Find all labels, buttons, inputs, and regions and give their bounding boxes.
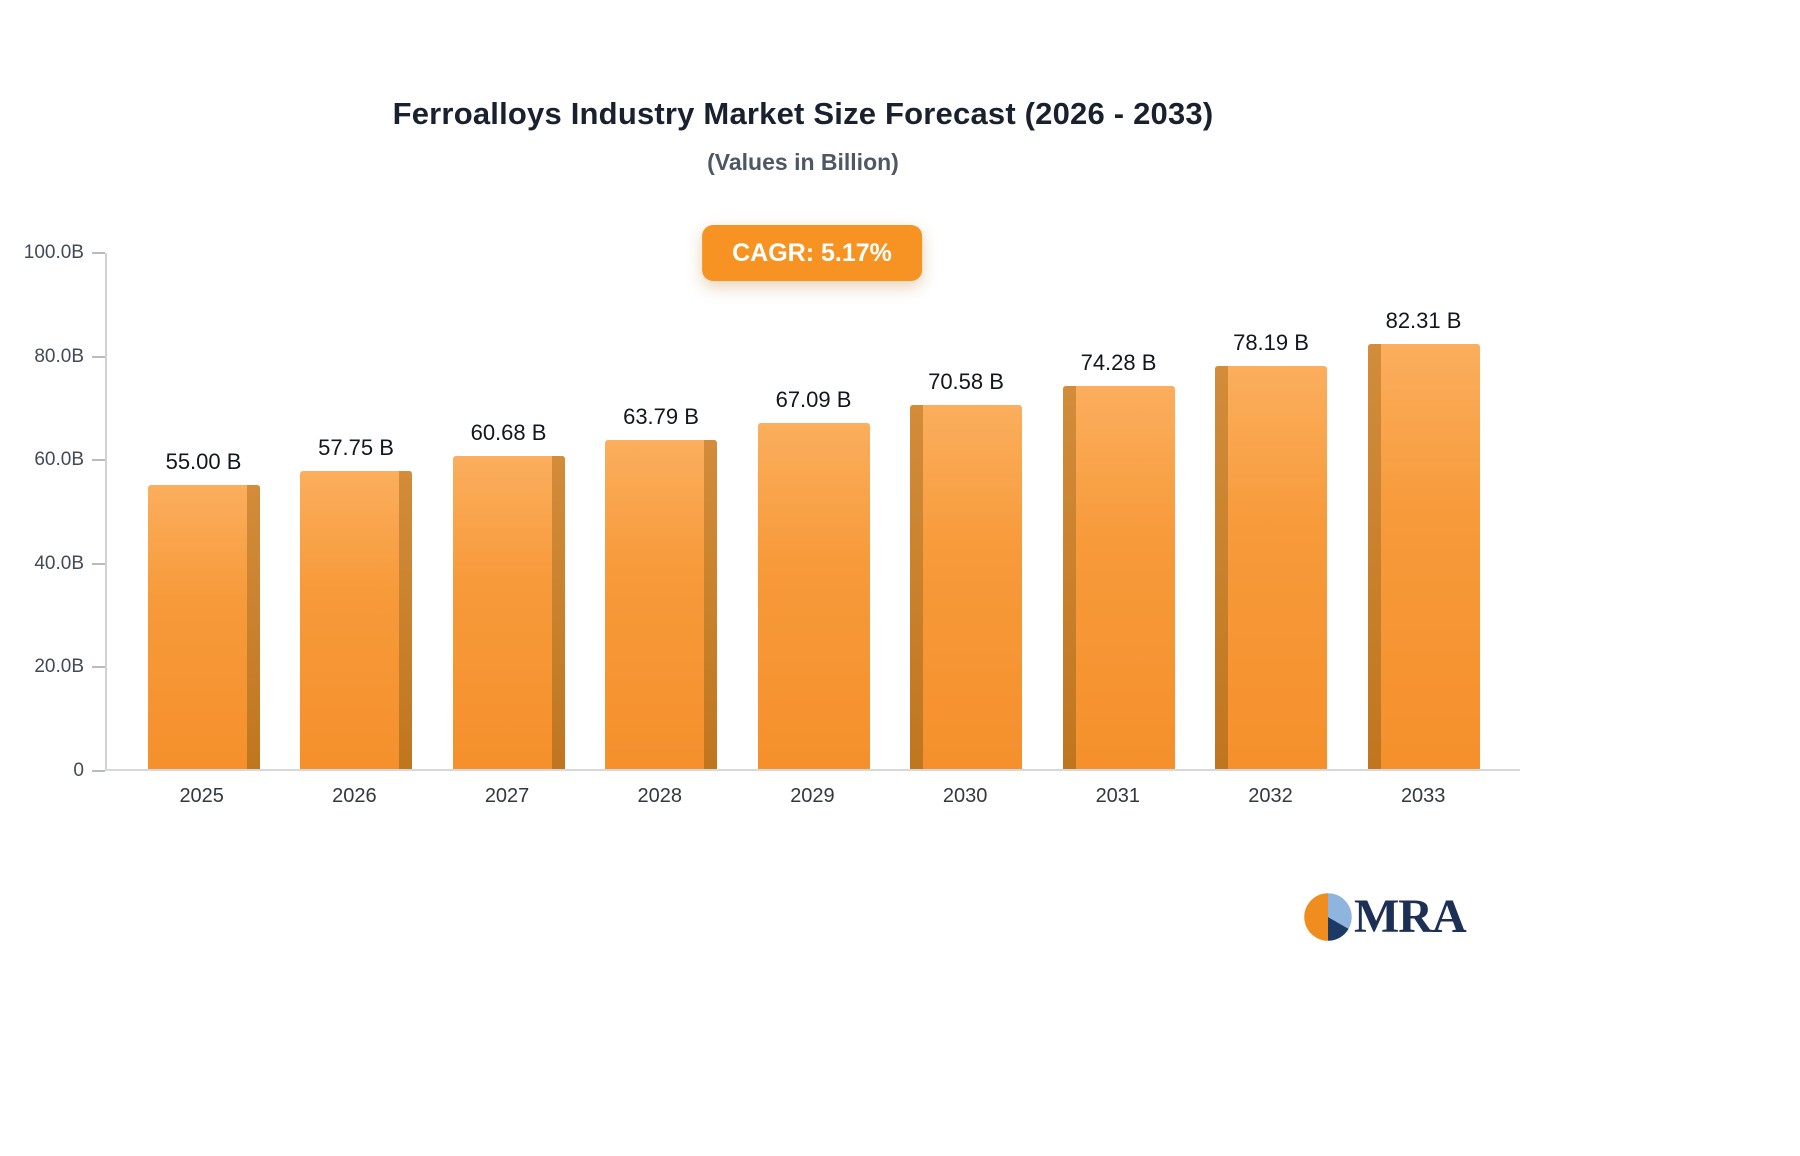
chart-subtitle: (Values in Billion) <box>707 149 899 175</box>
x-tick-label-2032: 2032 <box>1248 785 1293 807</box>
cagr-badge: CAGR: 5.17% <box>702 225 922 281</box>
bar-2025: 55.00 B <box>147 449 260 769</box>
x-tick-label-2033: 2033 <box>1400 785 1446 807</box>
bar-column-2033: 82.31 B <box>1367 253 1480 769</box>
bar-3d-side-shade <box>1367 344 1381 769</box>
y-tick-mark <box>92 666 105 669</box>
bar-2030: 70.58 B <box>910 369 1022 769</box>
y-tick-80.0B: 80.0B <box>34 345 105 369</box>
plot-area: 55.00 B 57.75 B 60.68 B 63.79 B 67.09 B 70.58… <box>105 253 1520 771</box>
x-tick-label-2025: 2025 <box>179 785 224 807</box>
bar-3d-side-shade <box>1062 385 1076 769</box>
bar-column-2031: 74.28 B <box>1062 253 1175 769</box>
bar-value-label-2032: 78.19 B <box>1233 329 1309 355</box>
bar-value-label-2027: 60.68 B <box>470 419 547 445</box>
x-tick-label-2030: 2030 <box>942 785 988 807</box>
chart-area: CAGR: 5.17% 0 20.0B 40.0B 60.0B 80.0B 100.0B … <box>24 225 1520 807</box>
bar-3d-side-shade <box>551 455 565 769</box>
bar-value-label-2031: 74.28 B <box>1080 349 1157 375</box>
y-axis: 0 20.0B 40.0B 60.0B 80.0B 100.0B <box>24 242 105 781</box>
bar-value-label-2028: 63.79 B <box>623 403 699 429</box>
bar-value-label-2026: 57.75 B <box>318 435 394 461</box>
x-tick-label-2026: 2026 <box>332 785 377 807</box>
bar-column-2029: 67.09 B <box>757 253 870 769</box>
bar-column-2026: 57.75 B <box>300 253 412 769</box>
y-tick-20.0B: 20.0B <box>34 655 105 679</box>
y-tick-40.0B: 40.0B <box>34 552 105 576</box>
y-tick-100.0B: 100.0B <box>24 241 105 265</box>
bar-3d-side-shade <box>1215 365 1228 769</box>
y-tick-label: 100.0B <box>23 242 84 263</box>
x-tick-label-2028: 2028 <box>637 785 683 807</box>
y-tick-label: 20.0B <box>34 656 84 678</box>
bar-2031: 74.28 B <box>1062 350 1175 769</box>
bars-row: 55.00 B 57.75 B 60.68 B 63.79 B 67.09 B 70.58… <box>107 253 1520 769</box>
bar-2026: 57.75 B <box>300 435 412 769</box>
mra-logo: MRA <box>1303 890 1467 943</box>
mra-logo-pie-icon <box>1303 892 1353 942</box>
bar-value-label-2030: 70.58 B <box>928 368 1004 394</box>
y-tick-mark <box>92 252 105 254</box>
bar-2033: 82.31 B <box>1367 308 1480 769</box>
y-tick-label: 0 <box>73 760 84 781</box>
bar-2029: 67.09 B <box>757 387 870 769</box>
y-tick-label: 60.0B <box>34 449 84 471</box>
bar-3d-side-shade <box>910 404 923 769</box>
y-tick-mark <box>92 459 105 462</box>
x-tick-label-2029: 2029 <box>790 785 835 807</box>
bar-2028: 63.79 B <box>605 404 717 769</box>
bar-2032: 78.19 B <box>1215 330 1327 769</box>
bar-column-2025: 55.00 B <box>147 253 260 769</box>
y-tick-60.0B: 60.0B <box>34 448 105 472</box>
bar-value-label-2029: 67.09 B <box>775 386 852 412</box>
y-tick-mark <box>92 562 105 565</box>
mra-logo-text: MRA <box>1354 890 1467 943</box>
bar-3d-side-shade <box>399 471 412 769</box>
bar-3d-side-shade <box>704 439 717 769</box>
bar-3d-side-shade <box>246 485 260 769</box>
bar-column-2028: 63.79 B <box>605 253 717 769</box>
bar-value-label-2033: 82.31 B <box>1385 308 1462 334</box>
bar-value-label-2025: 55.00 B <box>165 449 242 475</box>
y-tick-0: 0 <box>73 759 105 783</box>
y-tick-label: 80.0B <box>34 345 84 367</box>
bar-2027: 60.68 B <box>452 420 565 769</box>
chart-title: Ferroalloys Industry Market Size Forecas… <box>392 96 1214 131</box>
y-tick-mark <box>92 770 105 772</box>
y-tick-label: 40.0B <box>34 552 84 574</box>
x-axis-labels: 2025 2026 2027 2028 2029 2030 2031 2032 2033 <box>105 785 1520 808</box>
bar-column-2030: 70.58 B <box>910 253 1022 769</box>
bar-column-2032: 78.19 B <box>1215 253 1327 769</box>
y-tick-mark <box>92 355 105 358</box>
bar-column-2027: 60.68 B <box>452 253 565 769</box>
x-tick-label-2027: 2027 <box>484 785 530 807</box>
x-tick-label-2031: 2031 <box>1095 785 1141 807</box>
